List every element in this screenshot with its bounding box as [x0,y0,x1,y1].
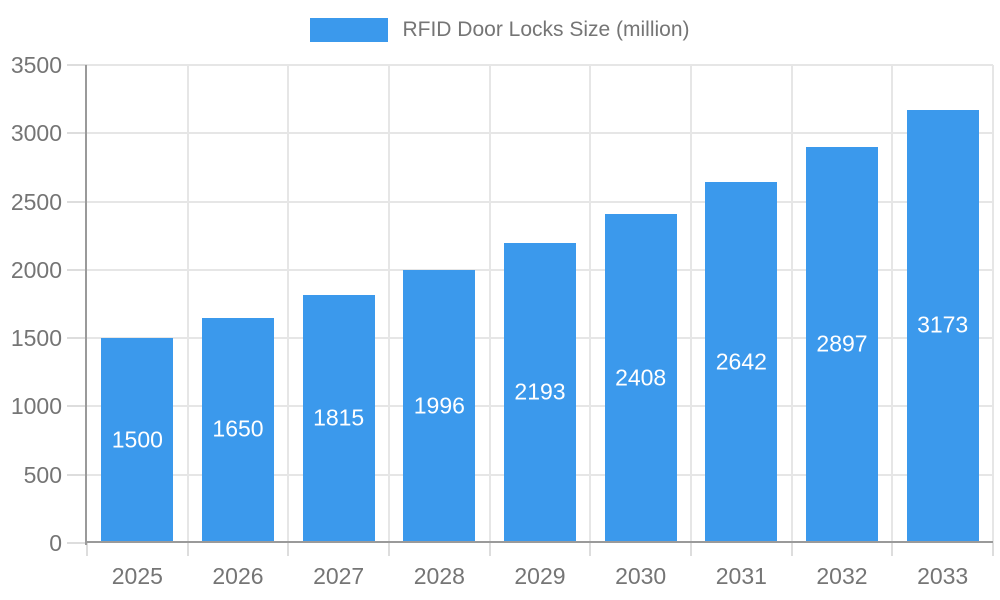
y-axis-tick [67,473,87,476]
x-axis-label: 2027 [313,563,365,589]
gridline-vertical [891,65,894,543]
x-axis-label: 2030 [615,563,667,589]
x-axis-tick [388,543,390,556]
gridline-vertical [589,65,592,543]
y-axis-tick [67,268,87,271]
x-axis-label: 2025 [111,563,163,589]
x-axis-tick [992,543,994,556]
y-axis-label: 2000 [10,256,62,283]
gridline-vertical [388,65,390,543]
x-axis-label: 2029 [514,563,566,589]
bar-value-label: 2642 [715,348,767,375]
x-axis-label: 2032 [816,563,868,589]
y-axis-label: 1500 [10,325,62,352]
bar: 1815 [302,295,375,541]
gridline-vertical [186,65,189,543]
x-axis-tick [287,543,290,556]
gridline-vertical [287,65,290,543]
bar: 1500 [101,338,174,541]
x-axis-label: 2026 [212,563,264,589]
bar-value-label: 1815 [313,404,365,431]
bar-value-label: 1996 [413,392,465,419]
bar: 2642 [705,182,778,541]
y-axis-tick [67,64,87,66]
x-axis-tick [790,543,793,556]
bar: 2193 [504,243,576,541]
bar: 1996 [403,270,476,541]
y-axis-tick [67,337,87,340]
legend-color-swatch [310,18,389,42]
y-axis-tick [67,542,87,544]
gridline-vertical [488,65,491,543]
bar-value-label: 3173 [917,311,969,338]
x-axis-tick [589,543,592,556]
y-axis-label: 1000 [10,393,62,420]
y-axis-label: 3000 [10,120,62,147]
gridline-horizontal [87,132,993,135]
bar-value-label: 1500 [111,426,163,453]
legend: RFID Door Locks Size (million) [0,14,1000,46]
x-axis-line [85,541,993,543]
gridline-vertical [690,65,692,543]
gridline-horizontal [87,200,993,203]
x-axis-label: 2031 [715,563,767,589]
bar: 3173 [906,109,979,541]
y-axis-line [85,65,87,545]
gridline-horizontal [87,64,993,66]
x-axis-tick [488,543,491,556]
y-axis-label: 2500 [10,188,62,215]
bar-value-label: 1650 [212,415,264,442]
x-axis-tick [891,543,894,556]
legend-label: RFID Door Locks Size (million) [402,18,690,41]
bar: 2897 [806,147,878,541]
bar-value-label: 2193 [514,378,566,405]
y-axis-tick [67,200,87,203]
legend-item[interactable]: RFID Door Locks Size (million) [310,18,690,42]
y-axis-label: 0 [49,530,62,556]
x-axis-label: 2033 [917,563,969,589]
bar: 1650 [202,317,274,541]
y-axis-tick [67,405,87,408]
x-axis-tick [86,543,88,556]
bar-value-label: 2897 [816,330,868,357]
y-axis-tick [67,132,87,135]
x-axis-tick [186,543,189,556]
x-axis-label: 2028 [413,563,465,589]
gridline-vertical [790,65,793,543]
y-axis-label: 500 [23,461,62,488]
x-axis-tick [690,543,692,556]
gridline-vertical [992,65,994,543]
bar-value-label: 2408 [615,364,667,391]
y-axis-label: 3500 [10,52,62,78]
bar: 2408 [604,214,677,541]
